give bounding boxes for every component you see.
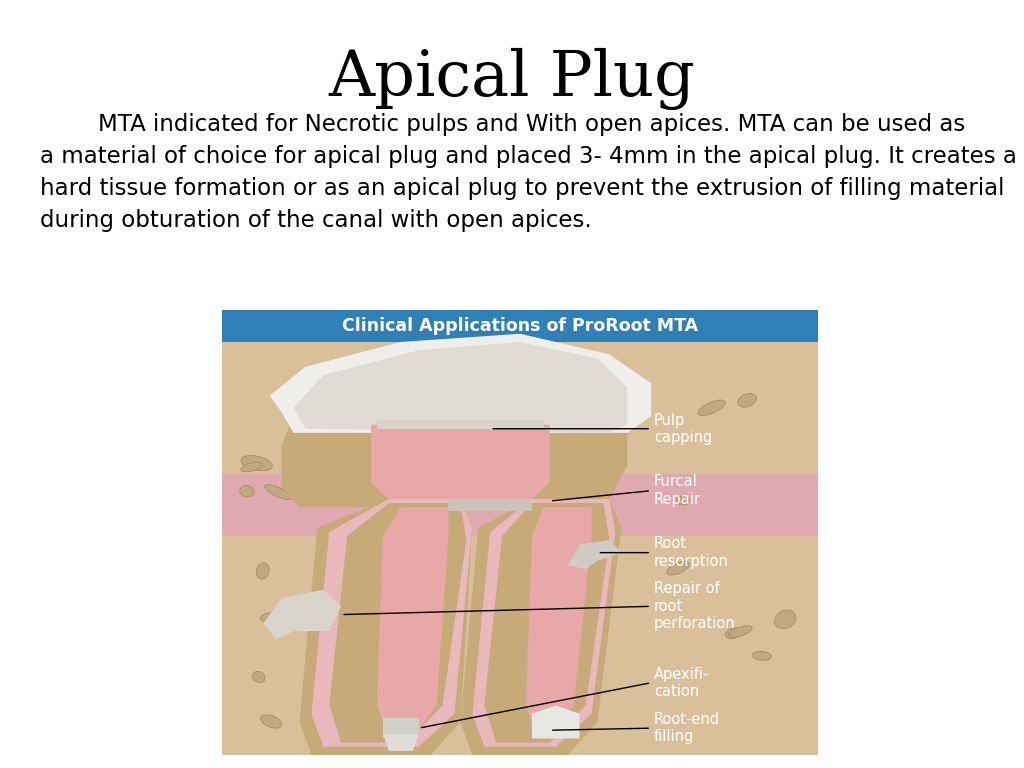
Polygon shape [371, 425, 550, 499]
Text: Furcal
Repair: Furcal Repair [654, 475, 701, 507]
Polygon shape [294, 342, 628, 433]
Text: Pulp
capping: Pulp capping [654, 412, 713, 445]
Ellipse shape [737, 393, 757, 407]
Ellipse shape [488, 691, 506, 699]
Polygon shape [383, 734, 419, 751]
Ellipse shape [240, 485, 254, 497]
Ellipse shape [481, 559, 512, 575]
Polygon shape [222, 342, 818, 755]
Text: Repair of
root
perforation: Repair of root perforation [654, 581, 736, 631]
Ellipse shape [260, 612, 285, 623]
Polygon shape [377, 420, 544, 429]
Polygon shape [567, 540, 622, 569]
Text: Apical Plug: Apical Plug [329, 48, 695, 110]
Text: Root-end
filling: Root-end filling [654, 712, 720, 744]
Ellipse shape [252, 671, 265, 683]
Text: MTA indicated for Necrotic pulps and With open apices. MTA can be used as
a mate: MTA indicated for Necrotic pulps and Wit… [40, 113, 1017, 232]
Ellipse shape [492, 595, 516, 615]
Ellipse shape [728, 626, 753, 637]
Polygon shape [383, 718, 419, 739]
Ellipse shape [698, 400, 725, 415]
Ellipse shape [774, 610, 796, 629]
Bar [222, 310, 818, 755]
Ellipse shape [256, 563, 269, 579]
Ellipse shape [477, 660, 506, 674]
Ellipse shape [261, 715, 282, 728]
Polygon shape [472, 499, 615, 746]
Ellipse shape [241, 455, 272, 471]
Text: Apexifi-
cation: Apexifi- cation [654, 667, 710, 699]
Ellipse shape [496, 690, 526, 706]
Ellipse shape [677, 496, 690, 505]
Polygon shape [299, 499, 472, 755]
Text: Root
resorption: Root resorption [654, 536, 729, 569]
Polygon shape [461, 499, 622, 755]
Ellipse shape [726, 627, 740, 639]
Polygon shape [282, 371, 628, 507]
Polygon shape [526, 507, 592, 739]
Polygon shape [311, 499, 472, 746]
Polygon shape [222, 474, 818, 536]
Ellipse shape [667, 561, 689, 575]
Polygon shape [377, 507, 449, 739]
Polygon shape [269, 334, 651, 433]
Polygon shape [264, 590, 341, 639]
Ellipse shape [486, 557, 514, 576]
Polygon shape [531, 706, 580, 739]
Ellipse shape [753, 651, 771, 660]
Polygon shape [484, 503, 609, 743]
Ellipse shape [481, 585, 502, 594]
Text: Clinical Applications of ProRoot MTA: Clinical Applications of ProRoot MTA [342, 317, 698, 335]
Polygon shape [330, 503, 466, 743]
Ellipse shape [494, 569, 513, 586]
Ellipse shape [241, 462, 262, 472]
Ellipse shape [264, 485, 292, 500]
Polygon shape [449, 499, 531, 511]
